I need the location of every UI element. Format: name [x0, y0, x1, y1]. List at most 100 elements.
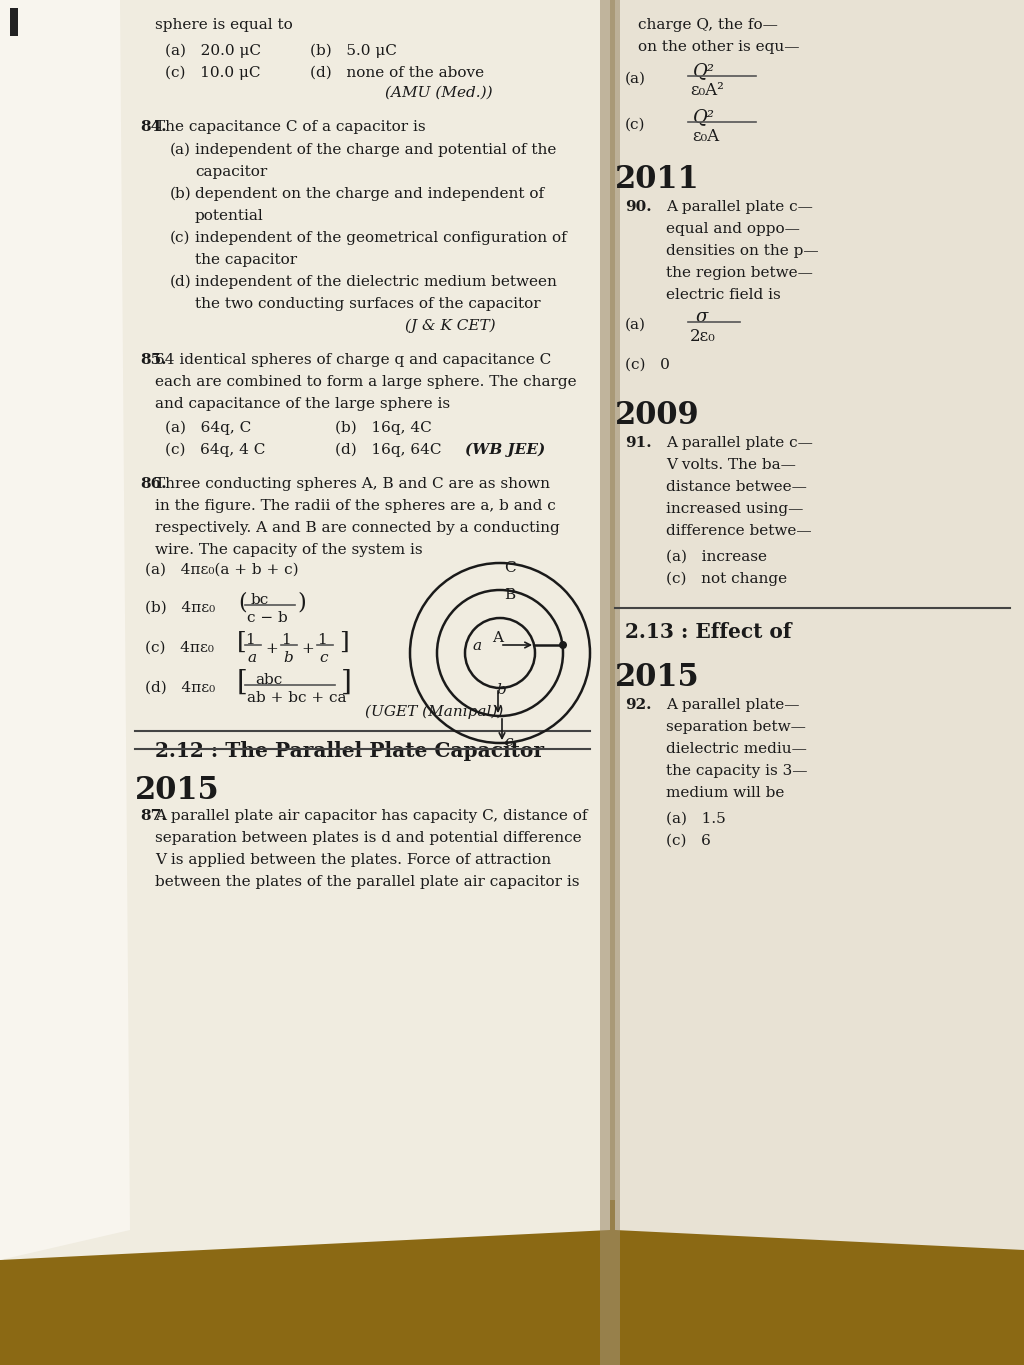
Text: respectively. A and B are connected by a conducting: respectively. A and B are connected by a…: [155, 521, 560, 535]
Polygon shape: [0, 0, 130, 1260]
Text: B: B: [504, 588, 515, 602]
Text: ε₀A: ε₀A: [692, 128, 719, 145]
Text: (WB JEE): (WB JEE): [465, 444, 545, 457]
Text: [: [: [237, 669, 248, 696]
Text: 2011: 2011: [615, 164, 699, 195]
Text: and capacitance of the large sphere is: and capacitance of the large sphere is: [155, 397, 451, 411]
Text: capacitor: capacitor: [195, 165, 267, 179]
Text: A parallel plate c—: A parallel plate c—: [666, 201, 813, 214]
Text: A: A: [492, 632, 503, 646]
Text: (b)   4πε₀: (b) 4πε₀: [145, 601, 215, 616]
Text: (c)   64q, 4 C: (c) 64q, 4 C: [165, 444, 265, 457]
Text: ]: ]: [339, 631, 349, 654]
Text: dependent on the charge and independent of: dependent on the charge and independent …: [195, 187, 544, 201]
Text: (c)   4πε₀: (c) 4πε₀: [145, 642, 214, 655]
Text: ε₀A²: ε₀A²: [690, 82, 724, 100]
Text: Q²: Q²: [693, 108, 715, 126]
Text: ): ): [297, 591, 306, 613]
Text: charge Q, the fo—: charge Q, the fo—: [638, 18, 778, 31]
Text: (d)   none of the above: (d) none of the above: [310, 66, 484, 81]
Text: (a): (a): [170, 143, 191, 157]
Text: potential: potential: [195, 209, 264, 222]
Text: (J & K CET): (J & K CET): [406, 319, 496, 333]
Text: (a)   20.0 μC: (a) 20.0 μC: [165, 44, 261, 59]
Text: 84.: 84.: [140, 120, 167, 134]
Text: (b)   5.0 μC: (b) 5.0 μC: [310, 44, 397, 59]
Text: (a)   4πε₀(a + b + c): (a) 4πε₀(a + b + c): [145, 562, 299, 577]
Text: 64 identical spheres of charge q and capacitance C: 64 identical spheres of charge q and cap…: [155, 354, 551, 367]
Text: V is applied between the plates. Force of attraction: V is applied between the plates. Force o…: [155, 853, 551, 867]
Text: a: a: [247, 651, 256, 665]
Text: ]: ]: [341, 669, 352, 696]
Text: (UGET (Manipal)): (UGET (Manipal)): [365, 704, 504, 719]
Bar: [0, 1200, 1024, 1365]
Text: (b): (b): [170, 187, 191, 201]
Text: 86.: 86.: [140, 476, 167, 491]
Text: the region betwe—: the region betwe—: [666, 266, 813, 280]
Text: [: [: [237, 631, 247, 654]
Text: (AMU (Med.)): (AMU (Med.)): [385, 86, 493, 100]
Text: c: c: [504, 734, 512, 749]
Text: (d)   4πε₀: (d) 4πε₀: [145, 681, 215, 695]
Polygon shape: [615, 0, 1024, 1250]
Text: 2ε₀: 2ε₀: [690, 328, 716, 345]
Text: A parallel plate c—: A parallel plate c—: [666, 435, 813, 450]
Text: in the figure. The radii of the spheres are a, b and c: in the figure. The radii of the spheres …: [155, 500, 556, 513]
Text: 2.13 : Effect of: 2.13 : Effect of: [625, 622, 792, 642]
Text: independent of the geometrical configuration of: independent of the geometrical configura…: [195, 231, 566, 244]
Text: C: C: [504, 561, 516, 575]
Text: 92.: 92.: [625, 698, 651, 713]
Text: equal and oppo—: equal and oppo—: [666, 222, 800, 236]
Text: independent of the charge and potential of the: independent of the charge and potential …: [195, 143, 556, 157]
Text: the capacity is 3—: the capacity is 3—: [666, 764, 808, 778]
Text: (a)   1.5: (a) 1.5: [666, 812, 726, 826]
Text: each are combined to form a large sphere. The charge: each are combined to form a large sphere…: [155, 375, 577, 389]
Text: (c)   not change: (c) not change: [666, 572, 787, 587]
Text: distance betwee—: distance betwee—: [666, 480, 807, 494]
Text: b: b: [496, 682, 506, 698]
Text: (a): (a): [625, 72, 646, 86]
Polygon shape: [0, 0, 610, 1260]
Text: (b)   16q, 4C: (b) 16q, 4C: [335, 420, 432, 435]
Circle shape: [559, 642, 567, 648]
Bar: [600, 0, 620, 1365]
Text: 2.12 : The Parallel Plate Capacitor: 2.12 : The Parallel Plate Capacitor: [155, 741, 544, 762]
Text: Three conducting spheres A, B and C are as shown: Three conducting spheres A, B and C are …: [155, 476, 550, 491]
Text: 2015: 2015: [135, 775, 219, 805]
Text: 1: 1: [245, 633, 255, 647]
Text: 1: 1: [317, 633, 327, 647]
Text: c − b: c − b: [247, 612, 288, 625]
Text: on the other is equ—: on the other is equ—: [638, 40, 800, 55]
Text: (c)   0: (c) 0: [625, 358, 670, 373]
Text: σ: σ: [696, 308, 709, 326]
Text: 1: 1: [281, 633, 291, 647]
Text: 85.: 85.: [140, 354, 167, 367]
Text: densities on the p—: densities on the p—: [666, 244, 818, 258]
Text: +: +: [265, 642, 278, 657]
Text: difference betwe—: difference betwe—: [666, 524, 812, 538]
Text: b: b: [283, 651, 293, 665]
Text: dielectric mediu—: dielectric mediu—: [666, 743, 807, 756]
Text: medium will be: medium will be: [666, 786, 784, 800]
Text: (c): (c): [625, 117, 645, 132]
Text: (a): (a): [625, 318, 646, 332]
Text: (d): (d): [170, 274, 191, 289]
Text: 91.: 91.: [625, 435, 651, 450]
Text: independent of the dielectric medium between: independent of the dielectric medium bet…: [195, 274, 557, 289]
Text: (a)   increase: (a) increase: [666, 550, 767, 564]
Text: wire. The capacity of the system is: wire. The capacity of the system is: [155, 543, 423, 557]
Text: increased using—: increased using—: [666, 502, 804, 516]
Text: ab + bc + ca: ab + bc + ca: [247, 691, 346, 704]
Text: The capacitance C of a capacitor is: The capacitance C of a capacitor is: [155, 120, 426, 134]
Text: bc: bc: [251, 592, 269, 607]
Text: separation between plates is d and potential difference: separation between plates is d and poten…: [155, 831, 582, 845]
Text: V volts. The ba—: V volts. The ba—: [666, 459, 796, 472]
Text: (c)   10.0 μC: (c) 10.0 μC: [165, 66, 260, 81]
Text: abc: abc: [255, 673, 283, 687]
Text: A parallel plate air capacitor has capacity C, distance of: A parallel plate air capacitor has capac…: [155, 809, 588, 823]
Text: sphere is equal to: sphere is equal to: [155, 18, 293, 31]
Text: 2009: 2009: [615, 400, 699, 431]
Text: (: (: [238, 591, 247, 613]
Text: 87.: 87.: [140, 809, 167, 823]
Text: (c): (c): [170, 231, 190, 244]
